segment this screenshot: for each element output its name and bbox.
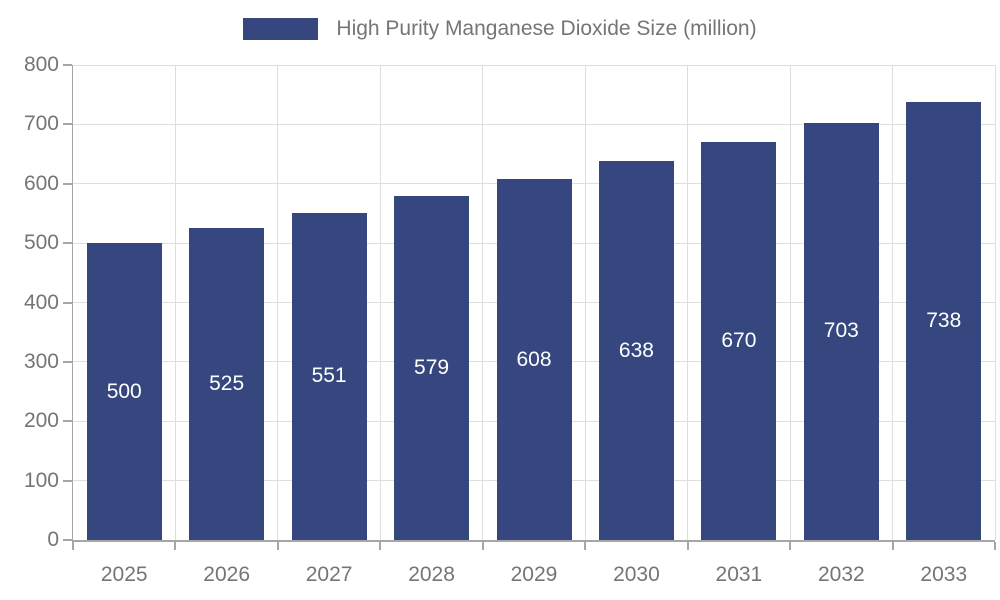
x-tick-mark [789,542,792,550]
h-gridline [73,123,995,125]
y-tick-label: 600 [23,171,59,195]
x-tick-mark [72,542,74,550]
bar[interactable]: 703 [803,122,879,540]
x-tick-mark [686,542,689,550]
y-tick-label: 0 [47,528,59,551]
bar[interactable]: 608 [496,179,572,540]
bar-value-label: 579 [414,356,450,380]
x-axis-line [71,540,995,542]
x-tick-label: 2026 [203,563,251,586]
v-gridline [277,65,279,540]
bar-value-label: 670 [721,329,757,353]
y-tick-label: 700 [23,112,59,136]
x-tick-mark [174,542,177,550]
y-tick-mark [63,182,72,185]
bar-value-label: 525 [209,372,245,396]
x-tick-mark [379,542,382,550]
v-gridline [994,65,996,540]
x-tick-label: 2027 [305,563,353,586]
y-tick-mark [63,301,72,304]
y-tick-label: 400 [23,290,59,314]
x-tick-label: 2033 [920,563,968,586]
y-tick-label: 800 [23,53,59,76]
bar[interactable]: 525 [189,228,265,540]
y-tick-mark [63,539,72,541]
bar-value-label: 551 [311,364,347,388]
bar[interactable]: 500 [86,243,162,540]
y-tick-mark [63,64,72,66]
y-tick-mark [63,242,72,245]
bar-value-label: 703 [823,319,859,343]
bar-value-label: 738 [926,308,962,332]
x-tick-mark [584,542,587,550]
bar-value-label: 500 [106,379,142,403]
v-gridline [687,65,689,540]
x-tick-label: 2028 [408,563,455,586]
bar[interactable]: 551 [291,212,367,540]
x-tick-label: 2032 [817,563,865,586]
v-gridline [584,65,586,540]
bar-value-label: 638 [618,338,654,362]
legend-swatch-icon [243,18,319,40]
v-gridline [174,65,176,540]
x-tick-label: 2029 [510,563,558,586]
y-tick-mark [63,479,72,482]
x-tick-mark [891,542,894,550]
v-gridline [379,65,381,540]
bar[interactable]: 738 [906,101,982,540]
y-axis-line [71,65,73,540]
v-gridline [892,65,894,540]
y-tick-mark [63,420,72,423]
y-tick-label: 300 [23,349,59,373]
y-tick-label: 200 [23,409,59,433]
x-tick-mark [994,542,996,550]
bar[interactable]: 579 [394,196,470,540]
y-tick-mark [63,123,72,126]
x-tick-label: 2030 [613,563,660,586]
h-gridline [73,64,995,66]
bar[interactable]: 670 [701,142,777,540]
x-tick-label: 2031 [715,563,763,586]
y-tick-label: 100 [23,468,59,492]
x-tick-label: 2025 [100,563,148,586]
x-tick-mark [276,542,279,550]
bar-value-label: 608 [516,347,552,371]
x-tick-mark [481,542,484,550]
v-gridline [482,65,484,540]
legend-label: High Purity Manganese Dioxide Size (mill… [336,17,757,40]
y-tick-label: 500 [23,231,59,255]
legend[interactable]: High Purity Manganese Dioxide Size (mill… [0,17,1000,41]
bar[interactable]: 638 [598,161,674,540]
y-tick-mark [63,360,72,363]
v-gridline [789,65,791,540]
